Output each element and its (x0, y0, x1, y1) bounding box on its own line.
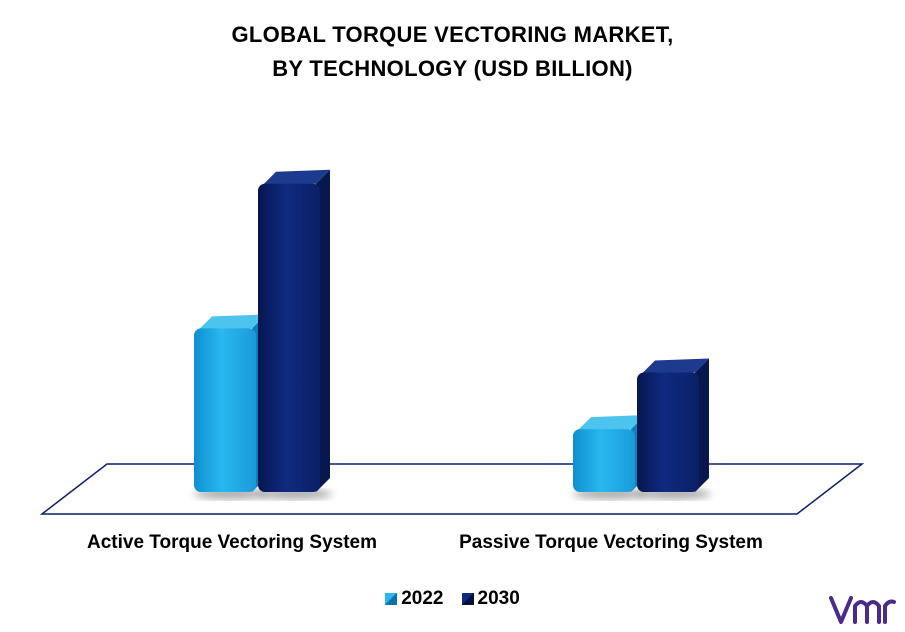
legend: 2022 2030 (0, 588, 905, 610)
legend-label-2022: 2022 (401, 588, 444, 609)
chart-title: GLOBAL TORQUE VECTORING MARKET, BY TECHN… (0, 18, 905, 86)
chart-title-line1: GLOBAL TORQUE VECTORING MARKET, (231, 22, 674, 47)
bar-top (577, 415, 645, 432)
legend-swatch-2022 (385, 593, 398, 605)
bar-2022-active (194, 314, 268, 499)
bar-top (641, 358, 709, 375)
legend-item-2030: 2030 (461, 588, 520, 610)
bar-front (194, 328, 256, 492)
category-label-passive: Passive Torque Vectoring System (459, 532, 763, 553)
category-label-active: Active Torque Vectoring System (86, 532, 377, 553)
bar-top (262, 169, 330, 186)
bar-top (198, 314, 266, 331)
chart-floor (39, 463, 865, 515)
bar-front (573, 429, 635, 492)
chart-title-line2: BY TECHNOLOGY (USD BILLION) (272, 56, 633, 81)
legend-item-2022: 2022 (385, 588, 444, 610)
bar-front (637, 372, 699, 492)
legend-swatch-2030 (461, 593, 474, 605)
vmr-logo (829, 596, 896, 624)
bar-2030-passive (637, 358, 711, 499)
bar-2022-passive (573, 415, 647, 499)
bar-2030-active (258, 169, 332, 499)
bar-front (258, 183, 320, 492)
legend-label-2030: 2030 (477, 588, 520, 609)
